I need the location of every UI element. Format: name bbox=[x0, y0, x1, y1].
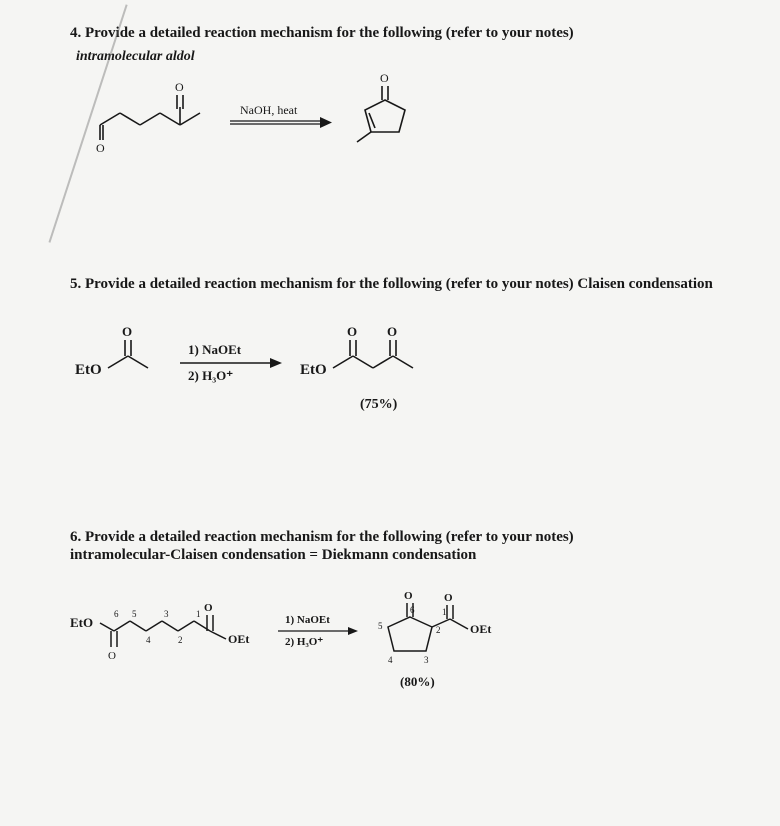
svg-text:O: O bbox=[444, 592, 453, 604]
product-6: O O OEt 6 5 4 3 2 1 bbox=[378, 590, 491, 665]
problem-5-header: 5. Provide a detailed reaction mechanism… bbox=[70, 275, 730, 294]
reactant-4: O O bbox=[96, 80, 200, 155]
atom-num: 5 bbox=[132, 609, 137, 619]
svg-text:O: O bbox=[122, 324, 132, 339]
product-6-label: OEt bbox=[470, 622, 491, 636]
product-5: EtO O O bbox=[300, 324, 413, 378]
cond-6-line1: 1) NaOEt bbox=[285, 614, 330, 626]
atom-num: 6 bbox=[410, 605, 415, 615]
arrow-4: NaOH, heat bbox=[230, 103, 332, 128]
problem-6-svg: EtO O 6 5 4 3 2 bbox=[70, 581, 630, 701]
yield-6: (80%) bbox=[400, 674, 435, 689]
problem-4-header: 4. Provide a detailed reaction mechanism… bbox=[70, 24, 730, 43]
atom-num: 4 bbox=[146, 635, 151, 645]
svg-text:O: O bbox=[96, 141, 105, 155]
page: 4. Provide a detailed reaction mechanism… bbox=[0, 0, 780, 826]
problem-6: 6. Provide a detailed reaction mechanism… bbox=[70, 528, 730, 702]
problem-6-header: 6. Provide a detailed reaction mechanism… bbox=[70, 528, 670, 566]
svg-text:O: O bbox=[387, 324, 397, 339]
problem-6-number: 6. bbox=[70, 529, 81, 545]
problem-4-svg: O O bbox=[70, 65, 490, 155]
problem-4-subtype: intramolecular aldol bbox=[76, 49, 730, 65]
atom-num: 3 bbox=[424, 655, 429, 665]
atom-num: 1 bbox=[442, 607, 447, 617]
svg-text:O: O bbox=[108, 650, 116, 662]
problem-4-prompt: Provide a detailed reaction mechanism fo… bbox=[85, 25, 574, 41]
cond-4: NaOH, heat bbox=[240, 103, 298, 117]
problem-4: 4. Provide a detailed reaction mechanism… bbox=[70, 24, 730, 155]
svg-text:O: O bbox=[204, 602, 213, 614]
reactant-5-label: EtO bbox=[75, 362, 102, 378]
atom-num: 4 bbox=[388, 655, 393, 665]
problem-5: 5. Provide a detailed reaction mechanism… bbox=[70, 275, 730, 418]
problem-6-scheme: EtO O 6 5 4 3 2 bbox=[70, 581, 730, 701]
problem-5-svg: EtO O 1) NaOEt 2) H₃O⁺ EtO bbox=[70, 308, 550, 418]
problem-4-scheme: O O bbox=[70, 65, 730, 155]
atom-num: 6 bbox=[114, 609, 119, 619]
problem-5-prompt: Provide a detailed reaction mechanism fo… bbox=[85, 276, 713, 292]
reactant-6: EtO O 6 5 4 3 2 bbox=[70, 602, 249, 662]
atom-num: 1 bbox=[196, 609, 201, 619]
atom-num: 3 bbox=[164, 609, 169, 619]
problem-6-prompt: Provide a detailed reaction mechanism fo… bbox=[70, 529, 574, 564]
problem-5-number: 5. bbox=[70, 276, 81, 292]
arrow-5: 1) NaOEt 2) H₃O⁺ bbox=[180, 342, 282, 383]
atom-num: 5 bbox=[378, 621, 383, 631]
cond-5-line2: 2) H₃O⁺ bbox=[188, 368, 233, 383]
problem-5-scheme: EtO O 1) NaOEt 2) H₃O⁺ EtO bbox=[70, 308, 730, 418]
svg-text:O: O bbox=[380, 71, 389, 85]
cond-5-line1: 1) NaOEt bbox=[188, 342, 242, 357]
yield-5: (75%) bbox=[360, 397, 398, 412]
product-5-label: EtO bbox=[300, 362, 327, 378]
product-4: O bbox=[357, 71, 405, 142]
atom-num: 2 bbox=[178, 635, 183, 645]
svg-text:O: O bbox=[347, 324, 357, 339]
atom-num: 2 bbox=[436, 625, 441, 635]
reactant-6-label-left: EtO bbox=[70, 615, 93, 630]
cond-6-line2: 2) H₃O⁺ bbox=[285, 636, 323, 648]
svg-text:O: O bbox=[175, 80, 184, 94]
reactant-5: EtO O bbox=[75, 324, 148, 378]
reactant-6-label-right: OEt bbox=[228, 632, 249, 646]
svg-text:O: O bbox=[404, 590, 413, 602]
arrow-6: 1) NaOEt 2) H₃O⁺ bbox=[278, 614, 358, 648]
